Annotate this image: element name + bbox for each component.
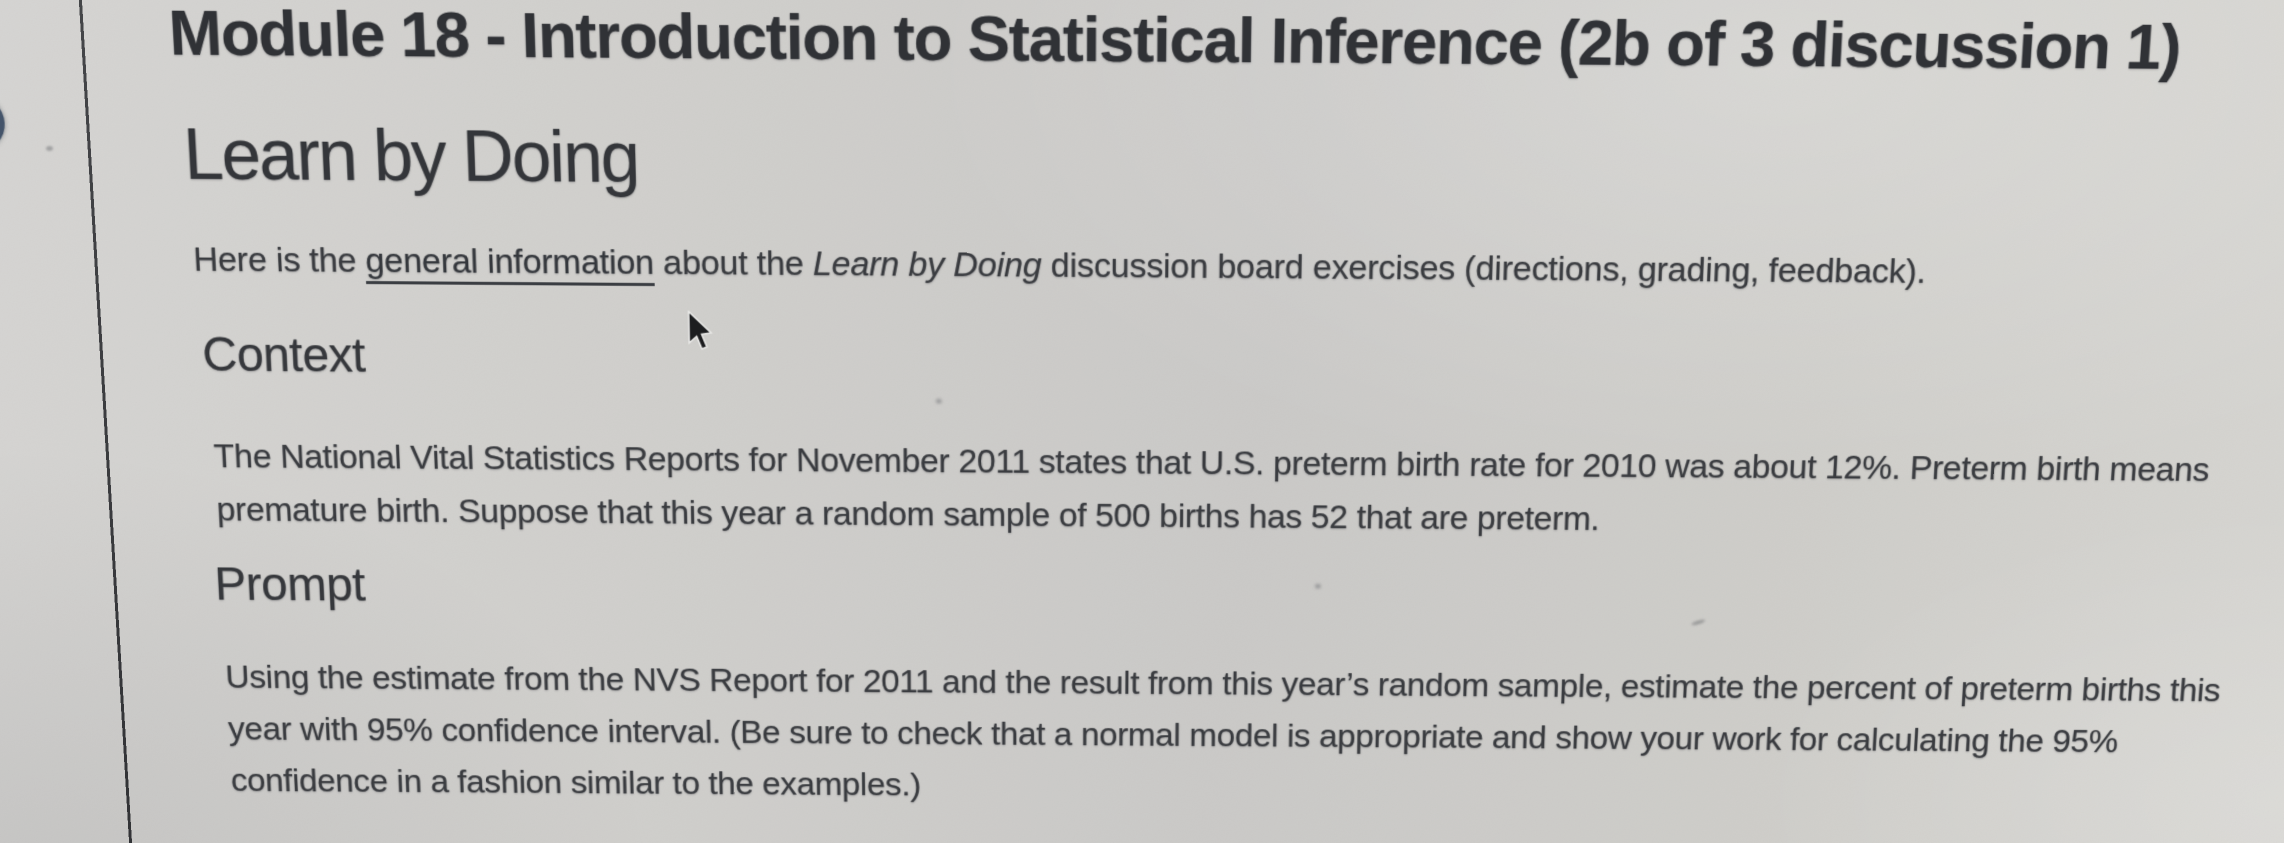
notification-badge[interactable]: 4 <box>0 95 6 151</box>
prompt-paragraph: Using the estimate from the NVS Report f… <box>224 651 2222 819</box>
intro-text-before-link: Here is the <box>192 240 366 280</box>
dust-speck <box>1315 584 1321 589</box>
intro-text-end: discussion board exercises (directions, … <box>1041 246 1926 291</box>
general-information-link[interactable]: general information <box>365 241 655 286</box>
intro-activity-name-italic: Learn by Doing <box>813 245 1042 285</box>
context-heading: Context <box>201 327 366 383</box>
intro-text-after-link: about the <box>653 243 813 283</box>
intro-line: Here is the general information about th… <box>192 240 1927 292</box>
mouse-cursor-icon <box>686 311 717 356</box>
context-paragraph: The National Vital Statistics Reports fo… <box>212 429 2211 549</box>
dust-speck <box>1691 618 1705 626</box>
content-left-border <box>75 0 135 843</box>
prompt-heading: Prompt <box>213 558 366 613</box>
page-title: Module 18 - Introduction to Statistical … <box>167 0 2183 84</box>
page-content: 4 Module 18 - Introduction to Statistica… <box>0 0 2284 838</box>
activity-heading: Learn by Doing <box>181 113 639 199</box>
lms-page-photo: 4 Module 18 - Introduction to Statistica… <box>0 0 2284 843</box>
dust-speck <box>936 399 942 404</box>
